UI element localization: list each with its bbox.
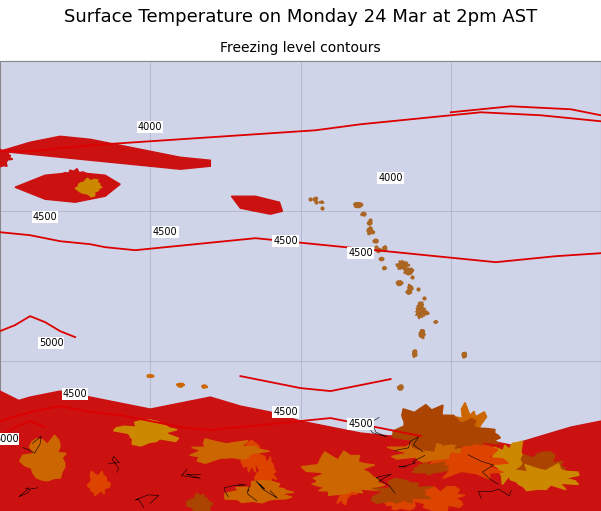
Polygon shape — [0, 391, 601, 511]
Polygon shape — [393, 405, 459, 451]
Polygon shape — [254, 457, 277, 489]
Polygon shape — [114, 420, 178, 446]
Polygon shape — [20, 435, 66, 481]
Polygon shape — [441, 416, 483, 450]
Text: 4000: 4000 — [379, 173, 403, 183]
Polygon shape — [404, 268, 414, 275]
Polygon shape — [412, 350, 417, 357]
Polygon shape — [312, 474, 385, 496]
Text: 4500: 4500 — [273, 236, 297, 246]
Polygon shape — [239, 440, 264, 472]
Polygon shape — [361, 212, 366, 216]
Polygon shape — [434, 321, 438, 323]
Polygon shape — [408, 284, 413, 293]
Polygon shape — [383, 246, 386, 252]
Polygon shape — [367, 227, 373, 235]
Polygon shape — [301, 451, 374, 484]
Polygon shape — [0, 146, 13, 167]
Polygon shape — [398, 385, 403, 390]
Polygon shape — [396, 281, 403, 286]
Text: 4500: 4500 — [349, 419, 373, 429]
Polygon shape — [87, 471, 111, 496]
Polygon shape — [333, 476, 358, 504]
Polygon shape — [15, 172, 120, 202]
Polygon shape — [426, 412, 434, 418]
Polygon shape — [190, 439, 269, 463]
Polygon shape — [419, 330, 426, 339]
Polygon shape — [412, 486, 465, 511]
Polygon shape — [424, 311, 429, 315]
Text: 4500: 4500 — [63, 389, 87, 399]
Polygon shape — [373, 239, 378, 243]
Polygon shape — [387, 441, 475, 463]
Polygon shape — [356, 203, 363, 206]
Polygon shape — [418, 302, 424, 307]
Polygon shape — [383, 267, 386, 270]
Polygon shape — [449, 403, 488, 450]
Polygon shape — [320, 201, 323, 203]
Polygon shape — [415, 304, 426, 319]
Polygon shape — [75, 178, 102, 197]
Polygon shape — [243, 198, 267, 211]
Polygon shape — [492, 442, 531, 484]
Polygon shape — [406, 290, 412, 294]
Polygon shape — [412, 462, 448, 475]
Text: 5000: 5000 — [0, 434, 18, 444]
Polygon shape — [444, 450, 478, 470]
Polygon shape — [0, 136, 210, 169]
Polygon shape — [147, 375, 154, 377]
Polygon shape — [433, 426, 501, 449]
Polygon shape — [313, 197, 317, 201]
Polygon shape — [462, 352, 466, 358]
Text: 5000: 5000 — [39, 338, 63, 348]
Polygon shape — [371, 478, 433, 503]
Polygon shape — [187, 494, 213, 511]
Text: 4500: 4500 — [349, 248, 373, 258]
Polygon shape — [177, 383, 185, 387]
Polygon shape — [225, 481, 294, 503]
Text: 4500: 4500 — [153, 227, 177, 237]
Text: 4000: 4000 — [138, 122, 162, 132]
Polygon shape — [396, 261, 410, 270]
Polygon shape — [379, 491, 415, 510]
Polygon shape — [202, 385, 207, 388]
Polygon shape — [56, 169, 90, 195]
Polygon shape — [379, 257, 384, 261]
Polygon shape — [0, 391, 60, 511]
Text: Freezing level contours: Freezing level contours — [220, 41, 381, 55]
Text: 4500: 4500 — [33, 212, 57, 222]
Polygon shape — [514, 452, 567, 484]
Polygon shape — [367, 221, 372, 225]
Text: Surface Temperature on Monday 24 Mar at 2pm AST: Surface Temperature on Monday 24 Mar at … — [64, 8, 537, 26]
Polygon shape — [371, 230, 375, 234]
Text: 4500: 4500 — [273, 407, 297, 417]
Polygon shape — [231, 196, 282, 214]
Polygon shape — [354, 202, 362, 207]
Polygon shape — [406, 431, 423, 442]
Polygon shape — [376, 248, 382, 252]
Polygon shape — [507, 463, 579, 491]
Polygon shape — [428, 444, 508, 479]
